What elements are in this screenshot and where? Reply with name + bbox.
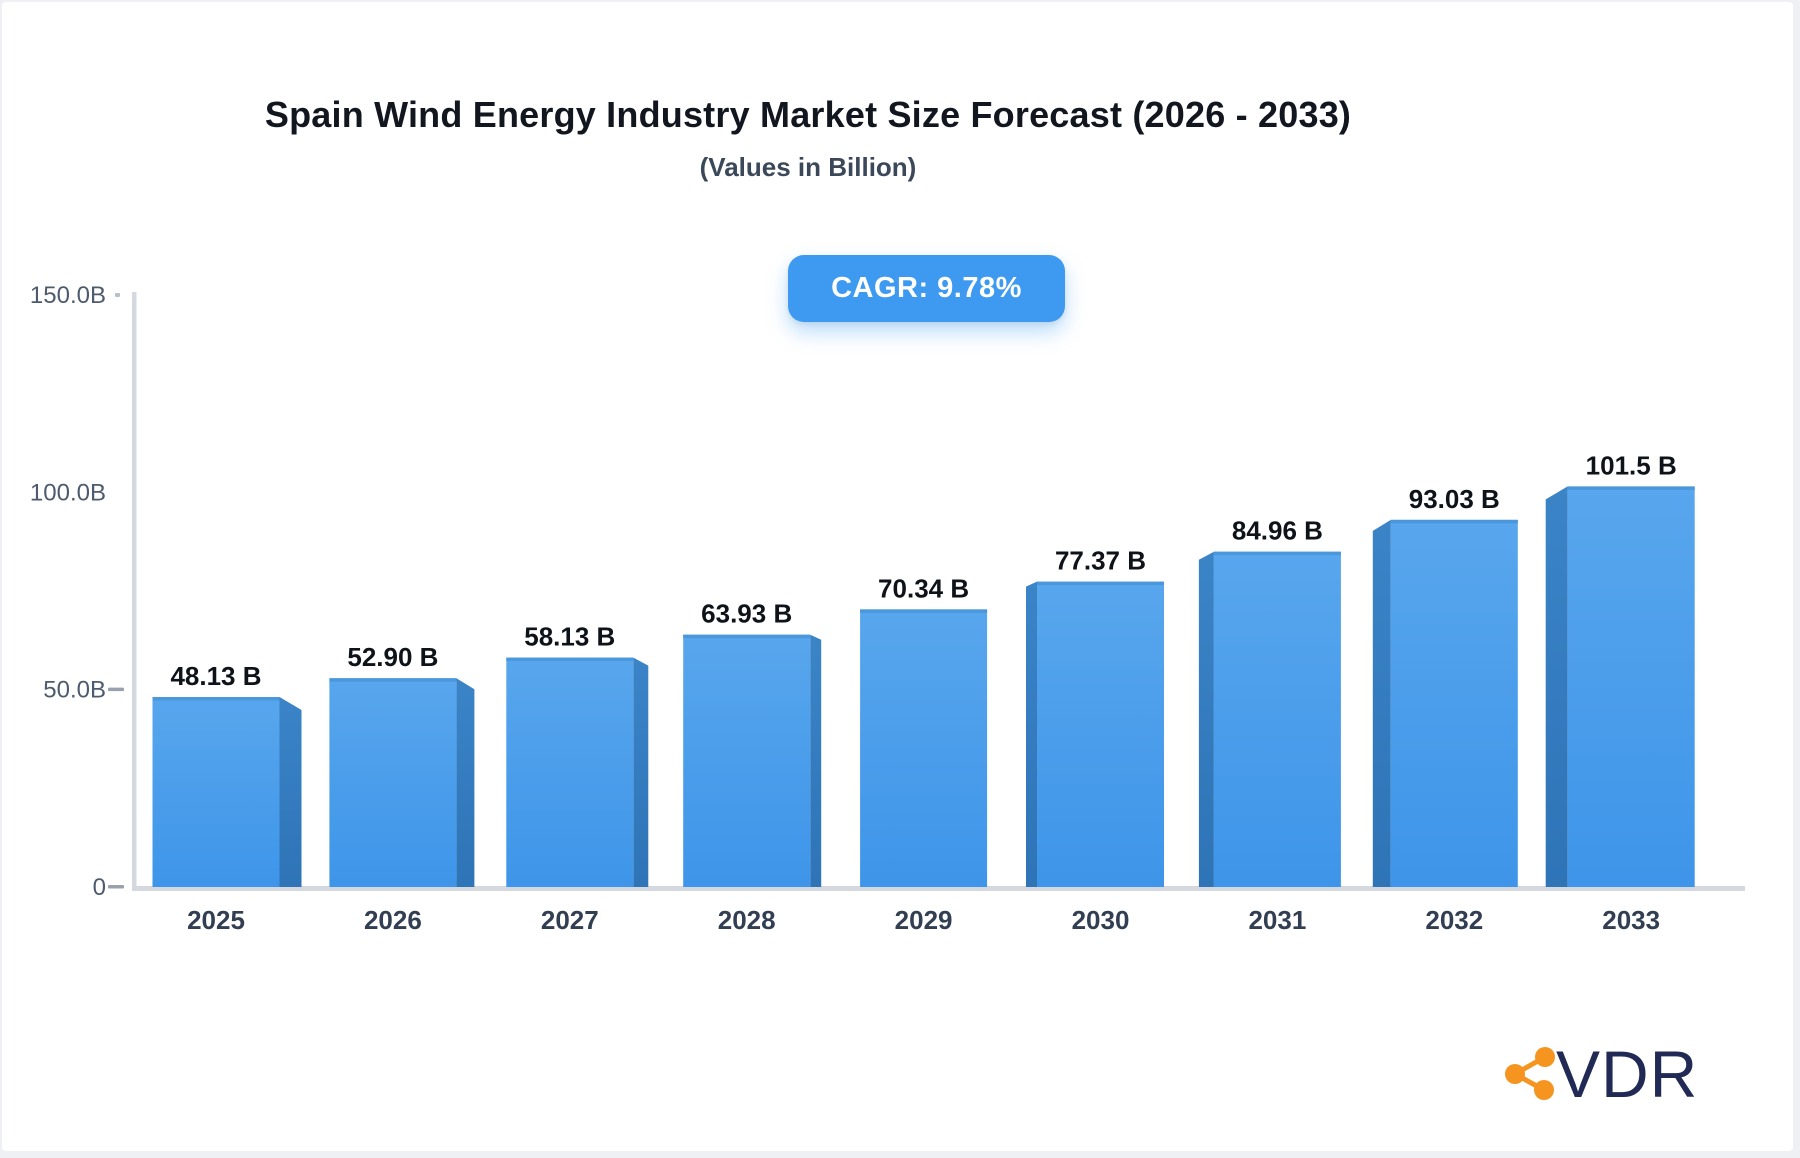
bar-front-face [506, 657, 634, 887]
bar-value-label: 93.03 B [1409, 484, 1500, 514]
bar-side-face [810, 634, 822, 887]
y-tick-label: 50.0B [43, 677, 106, 704]
bar-2030[interactable]: 77.37 B 2030 [1026, 546, 1164, 935]
bar-side-face [279, 697, 302, 887]
bar-top-edge [152, 697, 280, 701]
x-axis-label: 2025 [187, 905, 245, 935]
bar-value-label: 52.90 B [347, 642, 438, 672]
bar-2029[interactable]: 70.34 B 2029 [860, 573, 988, 935]
bar-top-edge [860, 609, 988, 613]
bar-front-face [1037, 581, 1164, 887]
bar-top-edge [1567, 486, 1695, 490]
logo-network-icon [1505, 1047, 1555, 1100]
chart-subtitle: (Values in Billion) [699, 152, 917, 182]
bar-front-face [860, 609, 988, 887]
y-tick-mark [115, 293, 120, 297]
bar-value-label: 58.13 B [524, 622, 615, 652]
bar-value-label: 84.96 B [1232, 516, 1323, 546]
bar-value-label: 48.13 B [170, 661, 261, 691]
y-tick-label: 100.0B [30, 479, 106, 506]
x-axis-label: 2026 [364, 905, 422, 935]
bar-2032[interactable]: 93.03 B 2032 [1372, 484, 1518, 935]
bar-2027[interactable]: 58.13 B 2027 [506, 622, 649, 935]
bar-value-label: 77.37 B [1055, 546, 1146, 576]
bar-2033[interactable]: 101.5 B 2033 [1545, 450, 1695, 935]
bar-front-face [329, 678, 457, 887]
bar-front-face [152, 697, 280, 887]
bar-2028[interactable]: 63.93 B 2028 [683, 599, 822, 935]
bar-top-edge [1213, 551, 1341, 556]
y-axis-line [132, 292, 137, 891]
bar-top-edge [1037, 581, 1164, 586]
bar-top-edge [329, 678, 457, 682]
bar-front-face [1567, 486, 1695, 887]
x-axis-line [132, 886, 1745, 891]
y-tick-mark [108, 885, 124, 889]
chart-header: Spain Wind Energy Industry Market Size F… [2, 94, 1614, 183]
cagr-badge: CAGR: 9.78% [788, 255, 1065, 322]
x-axis-label: 2027 [541, 905, 599, 935]
bar-value-label: 63.93 B [701, 599, 792, 629]
y-tick-label: 150.0B [30, 282, 106, 309]
bar-side-face [633, 657, 649, 887]
x-axis-label: 2029 [895, 905, 953, 935]
vdr-logo: VDR [1505, 1037, 1698, 1111]
bar-2025[interactable]: 48.13 B 2025 [152, 661, 302, 935]
bar-side-face [456, 678, 475, 887]
logo-text: VDR [1556, 1037, 1698, 1111]
x-axis-label: 2030 [1072, 905, 1130, 935]
bar-front-face [683, 634, 811, 887]
bar-2031[interactable]: 84.96 B 2031 [1198, 516, 1341, 935]
bar-top-edge [1390, 519, 1518, 524]
bar-value-label: 101.5 B [1586, 450, 1677, 480]
y-tick-mark [108, 687, 124, 692]
bar-value-label: 70.34 B [878, 573, 969, 603]
bar-side-face [1372, 519, 1391, 887]
bar-top-edge [683, 634, 811, 639]
x-axis-label: 2028 [718, 905, 776, 935]
bar-side-face [1545, 486, 1568, 887]
y-tick-label: 0 [93, 874, 106, 901]
bar-front-face [1213, 551, 1341, 887]
bar-top-edge [506, 657, 634, 662]
chart-title: Spain Wind Energy Industry Market Size F… [264, 94, 1352, 135]
bar-2026[interactable]: 52.90 B 2026 [329, 642, 475, 935]
x-axis-label: 2031 [1248, 905, 1306, 935]
bar-front-face [1390, 519, 1518, 887]
bar-side-face [1198, 551, 1214, 887]
bar-side-face [1026, 581, 1037, 887]
x-axis-label: 2033 [1602, 905, 1660, 935]
x-axis-label: 2032 [1425, 905, 1483, 935]
